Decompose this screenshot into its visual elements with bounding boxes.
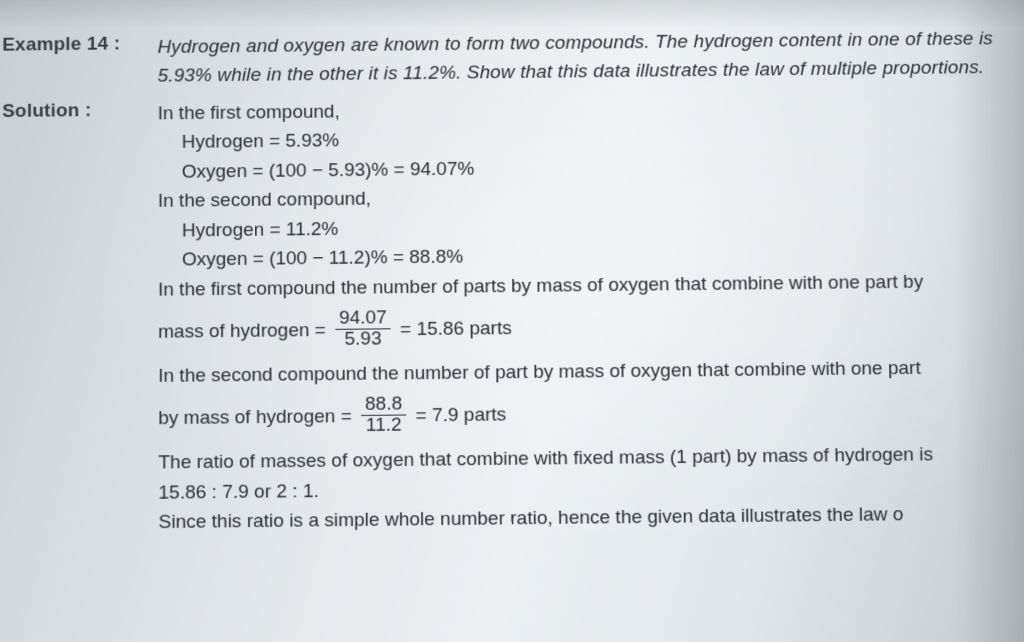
frac-prefix: mass of hydrogen = (158, 320, 326, 343)
frac-prefix: by mass of hydrogen = (158, 407, 352, 430)
fraction-denominator: 11.2 (361, 415, 406, 437)
example-problem-text: Hydrogen and oxygen are known to form tw… (158, 24, 1011, 91)
solution-row: Solution : In the first compound, Hydrog… (0, 91, 1020, 540)
example-label: Example 14 : (0, 33, 157, 56)
solution-label: Solution : (0, 99, 158, 122)
textbook-page: Example 14 : Hydrogen and oxygen are kno… (0, 0, 1024, 642)
frac-suffix: = 15.86 parts (400, 318, 512, 340)
fraction: 88.8 11.2 (361, 395, 406, 437)
fraction-numerator: 88.8 (361, 395, 406, 416)
fraction-numerator: 94.07 (335, 308, 391, 329)
solution-body: In the first compound, Hydrogen = 5.93% … (158, 91, 1020, 538)
example-row: Example 14 : Hydrogen and oxygen are kno… (0, 24, 1010, 93)
fraction-denominator: 5.93 (335, 328, 391, 350)
frac-suffix: = 7.9 parts (416, 405, 507, 427)
fraction: 94.07 5.93 (335, 308, 391, 350)
